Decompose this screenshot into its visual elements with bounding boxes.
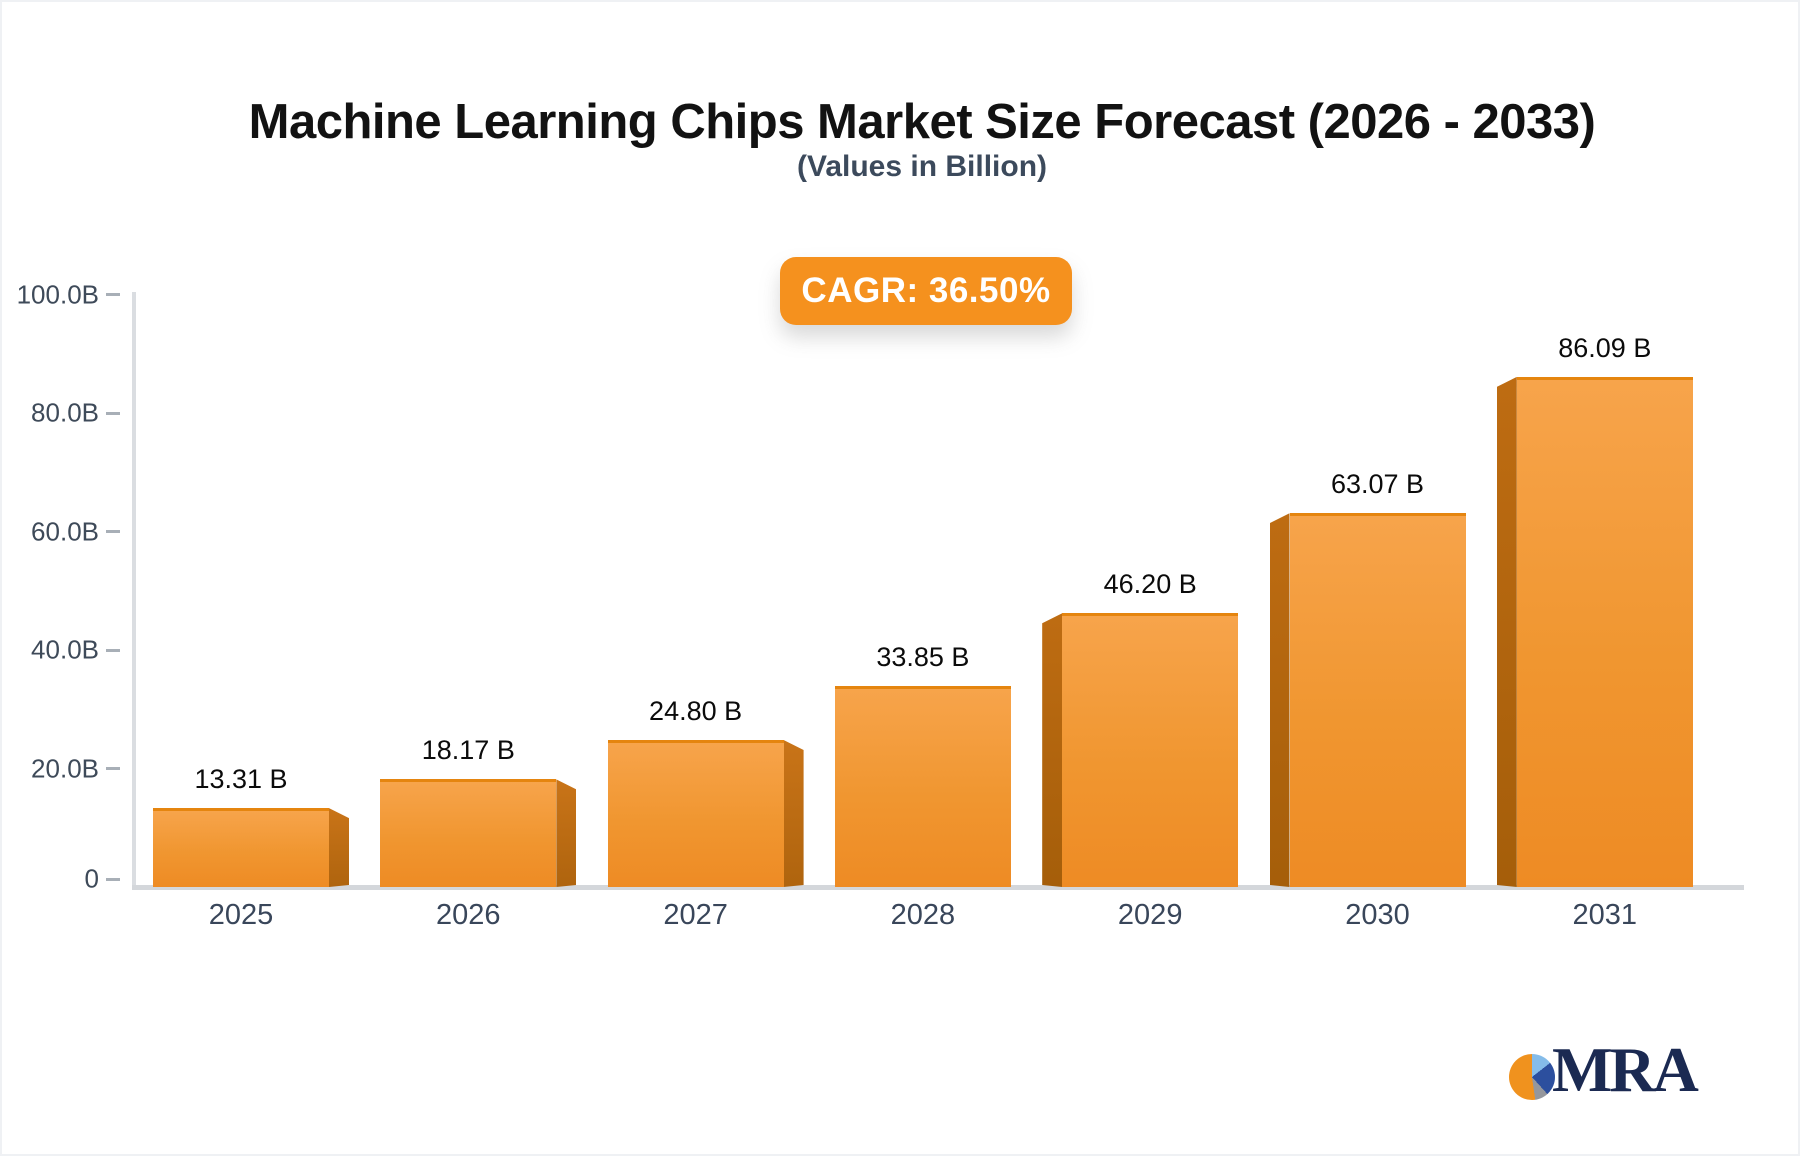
y-tick-label: 80.0B xyxy=(31,397,99,428)
bar-value-label-2028: 33.85 B xyxy=(876,642,970,673)
x-tick-label-2031: 2031 xyxy=(1572,899,1638,931)
brand-logo: MRA xyxy=(1509,1034,1699,1106)
x-axis-line xyxy=(132,885,1744,890)
y-tick-label: 60.0B xyxy=(31,516,99,546)
bar-2031 xyxy=(1516,376,1693,887)
y-tick-mark xyxy=(106,411,120,415)
x-tick-label-2026: 2026 xyxy=(436,899,501,931)
bar-2025 xyxy=(153,808,329,887)
bar-side-face-2027 xyxy=(784,740,804,887)
x-tick-label-2030: 2030 xyxy=(1345,899,1410,931)
cagr-badge-label: CAGR: 36.50% xyxy=(801,271,1051,310)
y-tick-mark xyxy=(106,767,120,770)
bar-value-label-2030: 63.07 B xyxy=(1330,469,1425,500)
y-tick-mark xyxy=(106,648,120,652)
bar-value-label-2029: 46.20 B xyxy=(1103,569,1197,600)
y-axis-line xyxy=(132,292,136,890)
x-tick-label-2027: 2027 xyxy=(663,899,728,931)
y-tick-label: 100.0B xyxy=(16,279,99,309)
bar-value-label-2027: 24.80 B xyxy=(649,696,743,727)
bar-2028 xyxy=(834,686,1011,887)
cagr-badge: CAGR: 36.50% xyxy=(780,257,1072,325)
brand-logo-text: MRA xyxy=(1552,1034,1699,1105)
x-tick-label-2029: 2029 xyxy=(1117,899,1183,931)
bar-side-face-2030 xyxy=(1270,513,1290,887)
y-tick-label: 20.0B xyxy=(31,753,99,783)
bar-value-label-2031: 86.09 B xyxy=(1558,332,1652,363)
pie-chart-logo-icon xyxy=(1509,1054,1555,1100)
bar-side-face-2031 xyxy=(1497,377,1517,887)
y-tick-label: 0 xyxy=(84,863,99,894)
bar-2026 xyxy=(380,779,557,887)
chart-subtitle: (Values in Billion) xyxy=(796,150,1048,183)
bar-side-face-2029 xyxy=(1042,613,1062,887)
y-tick-mark xyxy=(106,293,120,296)
bar-2030 xyxy=(1289,513,1466,887)
bar-side-face-2025 xyxy=(329,808,349,887)
y-tick-mark xyxy=(106,530,120,533)
x-tick-label-2025: 2025 xyxy=(208,899,274,931)
bar-2029 xyxy=(1062,613,1239,887)
bar-side-face-2026 xyxy=(556,779,576,887)
bar-value-label-2026: 18.17 B xyxy=(421,735,515,766)
chart-title: Machine Learning Chips Market Size Forec… xyxy=(248,95,1596,149)
bar-2027 xyxy=(607,740,784,887)
bar-value-label-2025: 13.31 B xyxy=(194,764,288,795)
y-tick-label: 40.0B xyxy=(31,634,99,665)
y-tick-mark xyxy=(106,878,120,881)
x-tick-label-2028: 2028 xyxy=(890,899,956,931)
